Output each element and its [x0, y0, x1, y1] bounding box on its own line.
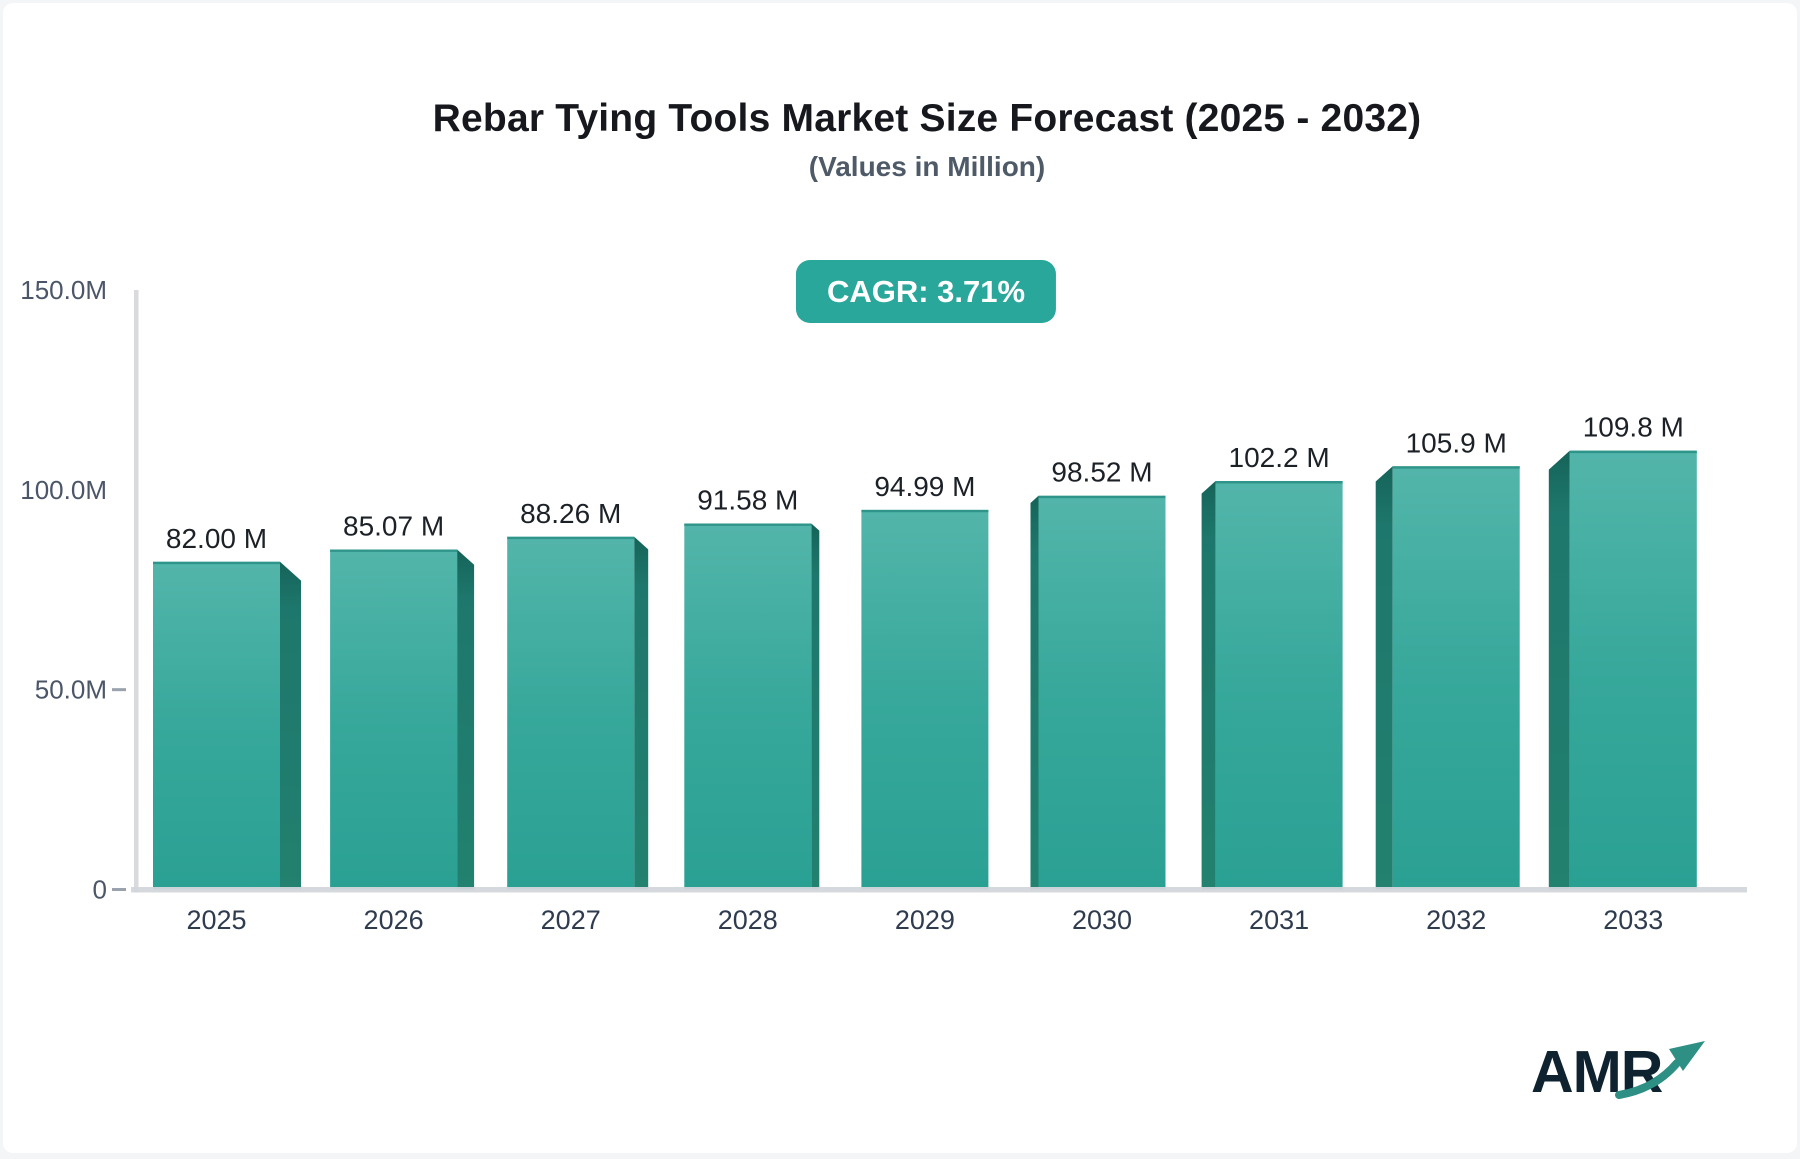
- bar-value-label: 102.2 M: [1229, 442, 1330, 473]
- bar-value-label: 94.99 M: [874, 471, 975, 502]
- bar-side-face: [457, 550, 474, 890]
- growth-arrow-icon: [1613, 1037, 1709, 1103]
- bar-2027[interactable]: 88.26 M 2027: [507, 498, 648, 935]
- x-axis-label: 2025: [186, 905, 246, 935]
- bar-front-face: [1039, 496, 1166, 890]
- bar-value-label: 85.07 M: [343, 511, 444, 542]
- bar-value-label: 105.9 M: [1406, 427, 1507, 458]
- x-axis-label: 2029: [895, 905, 955, 935]
- y-axis-tick-label: 150.0M: [20, 275, 107, 305]
- bar-front-face: [684, 523, 811, 889]
- bar-side-face: [1031, 496, 1039, 890]
- x-axis-label: 2030: [1072, 905, 1132, 935]
- bar-2029[interactable]: 94.99 M 2029: [861, 471, 988, 935]
- bar-side-face: [280, 562, 301, 890]
- bar-2025[interactable]: 82.00 M 2025: [153, 523, 301, 935]
- bar-front-face: [330, 550, 457, 890]
- bar-front-face: [1570, 451, 1697, 890]
- x-axis-label: 2027: [541, 905, 601, 935]
- bar-value-label: 82.00 M: [166, 523, 267, 554]
- bar-front-face: [1393, 466, 1520, 889]
- bar-value-label: 88.26 M: [520, 498, 621, 529]
- bar-front-face: [153, 562, 280, 890]
- y-axis-tick-label: 100.0M: [20, 475, 107, 505]
- bar-2030[interactable]: 98.52 M 2030: [1031, 457, 1166, 935]
- bar-front-face: [861, 510, 988, 890]
- x-axis-label: 2032: [1426, 905, 1486, 935]
- bar-2032[interactable]: 105.9 M 2032: [1376, 427, 1520, 935]
- x-axis-label: 2028: [718, 905, 778, 935]
- bar-2026[interactable]: 85.07 M 2026: [330, 511, 474, 935]
- bar-value-label: 91.58 M: [697, 484, 798, 515]
- bar-side-face: [811, 523, 819, 889]
- bar-chart: 150.0M 100.0M 50.0M 0 82.00 M 2025 85.07 M 2026…: [3, 3, 1800, 1159]
- bar-side-face: [1202, 481, 1216, 889]
- bar-value-label: 109.8 M: [1583, 412, 1684, 443]
- chart-card: Rebar Tying Tools Market Size Forecast (…: [3, 3, 1797, 1153]
- y-axis-tick-mark: [112, 888, 126, 891]
- bar-side-face: [1376, 466, 1393, 889]
- bar-front-face: [1216, 481, 1343, 889]
- bar-2031[interactable]: 102.2 M 2031: [1202, 442, 1343, 935]
- amr-logo: AMR: [1531, 1043, 1721, 1133]
- y-axis-tick-mark: [112, 688, 126, 691]
- bar-value-label: 98.52 M: [1051, 457, 1152, 488]
- y-axis-line: [134, 290, 139, 893]
- bar-side-face: [1549, 451, 1570, 890]
- bar-2028[interactable]: 91.58 M 2028: [684, 484, 819, 935]
- x-axis-label: 2031: [1249, 905, 1309, 935]
- y-axis-tick-label: 50.0M: [35, 675, 107, 705]
- y-axis-tick-label: 0: [93, 875, 107, 905]
- bar-front-face: [507, 537, 634, 890]
- bar-2033[interactable]: 109.8 M 2033: [1549, 412, 1697, 935]
- x-axis-label: 2026: [364, 905, 424, 935]
- bar-side-face: [634, 537, 648, 890]
- x-axis-line: [131, 887, 1747, 893]
- x-axis-label: 2033: [1603, 905, 1663, 935]
